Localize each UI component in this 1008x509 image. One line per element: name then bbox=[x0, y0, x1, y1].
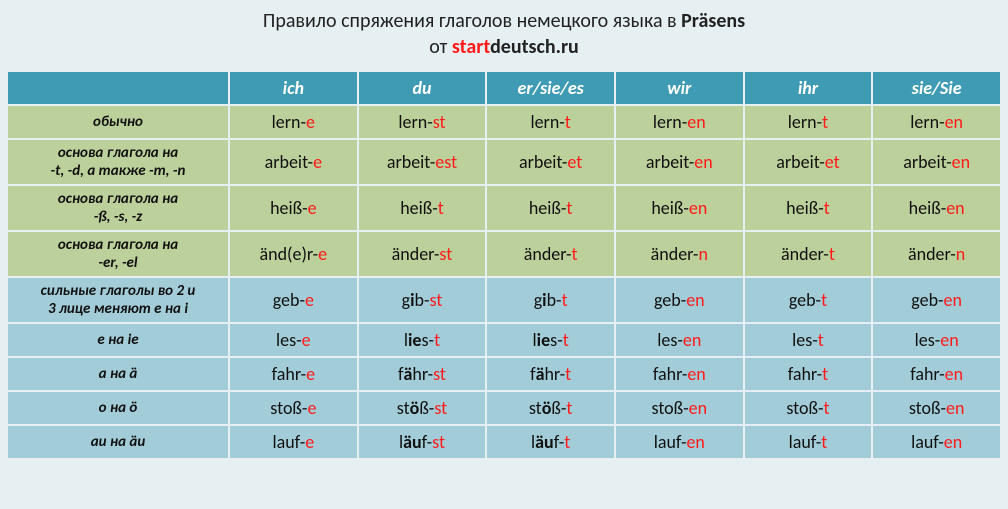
conjugation-cell: arbeit-et bbox=[487, 140, 614, 184]
row-label: сильные глаголы во 2 и3 лице меняют e на… bbox=[8, 278, 228, 322]
conjugation-cell: läuf-st bbox=[359, 426, 486, 458]
conjugation-cell: lies-t bbox=[359, 324, 486, 356]
row-label: e на ie bbox=[8, 324, 228, 356]
conjugation-cell: stöß-st bbox=[359, 392, 486, 424]
conjugation-cell: heiß-t bbox=[359, 186, 486, 230]
conjugation-cell: lern-st bbox=[359, 106, 486, 138]
conjugation-cell: lern-en bbox=[616, 106, 743, 138]
conjugation-cell: fähr-t bbox=[487, 358, 614, 390]
conjugation-cell: gib-t bbox=[487, 278, 614, 322]
conjugation-cell: lauf-en bbox=[873, 426, 1000, 458]
conjugation-cell: lern-t bbox=[745, 106, 872, 138]
header-pronoun: ihr bbox=[745, 72, 872, 104]
table-head: ichduer/sie/eswirihrsie/Sie bbox=[8, 72, 1000, 104]
conjugation-cell: lies-t bbox=[487, 324, 614, 356]
conjugation-cell: änd(e)r-e bbox=[230, 232, 357, 276]
table-row: обычноlern-elern-stlern-tlern-enlern-tle… bbox=[8, 106, 1000, 138]
table-row: a на äfahr-efähr-stfähr-tfahr-enfahr-tfa… bbox=[8, 358, 1000, 390]
header-row: ichduer/sie/eswirihrsie/Sie bbox=[8, 72, 1000, 104]
table-row: au на äulauf-eläuf-stläuf-tlauf-enlauf-t… bbox=[8, 426, 1000, 458]
conjugation-cell: arbeit-et bbox=[745, 140, 872, 184]
conjugation-cell: änder-n bbox=[616, 232, 743, 276]
conjugation-cell: heiß-en bbox=[616, 186, 743, 230]
conjugation-table: ichduer/sie/eswirihrsie/Sie обычноlern-e… bbox=[6, 70, 1002, 460]
conjugation-cell: geb-e bbox=[230, 278, 357, 322]
table-row: сильные глаголы во 2 и3 лице меняют e на… bbox=[8, 278, 1000, 322]
conjugation-cell: lauf-t bbox=[745, 426, 872, 458]
conjugation-cell: geb-en bbox=[616, 278, 743, 322]
brand-red: start bbox=[452, 35, 490, 59]
conjugation-cell: lauf-e bbox=[230, 426, 357, 458]
conjugation-cell: fahr-e bbox=[230, 358, 357, 390]
conjugation-cell: heiß-t bbox=[745, 186, 872, 230]
table-row: основа глагола на-er, -eländ(e)r-eänder-… bbox=[8, 232, 1000, 276]
conjugation-cell: les-e bbox=[230, 324, 357, 356]
conjugation-cell: geb-t bbox=[745, 278, 872, 322]
row-label: a на ä bbox=[8, 358, 228, 390]
conjugation-cell: lern-e bbox=[230, 106, 357, 138]
conjugation-cell: heiß-t bbox=[487, 186, 614, 230]
header-blank bbox=[8, 72, 228, 104]
page-container: Правило спряжения глаголов немецкого язы… bbox=[0, 0, 1008, 460]
row-label: основа глагола на-t, -d, а также -m, -n bbox=[8, 140, 228, 184]
conjugation-cell: stöß-t bbox=[487, 392, 614, 424]
header-pronoun: ich bbox=[230, 72, 357, 104]
conjugation-cell: les-en bbox=[873, 324, 1000, 356]
row-label: основа глагола на-ß, -s, -z bbox=[8, 186, 228, 230]
conjugation-cell: änder-t bbox=[745, 232, 872, 276]
row-label: обычно bbox=[8, 106, 228, 138]
conjugation-cell: fahr-t bbox=[745, 358, 872, 390]
conjugation-cell: arbeit-est bbox=[359, 140, 486, 184]
header-pronoun: sie/Sie bbox=[873, 72, 1000, 104]
conjugation-cell: heiß-en bbox=[873, 186, 1000, 230]
conjugation-cell: änder-st bbox=[359, 232, 486, 276]
conjugation-cell: arbeit-en bbox=[873, 140, 1000, 184]
conjugation-cell: fahr-en bbox=[616, 358, 743, 390]
table-body: обычноlern-elern-stlern-tlern-enlern-tle… bbox=[8, 106, 1000, 458]
title-line2-prefix: от bbox=[429, 35, 452, 59]
conjugation-cell: läuf-t bbox=[487, 426, 614, 458]
table-row: e на ieles-elies-tlies-tles-enles-tles-e… bbox=[8, 324, 1000, 356]
conjugation-cell: heiß-e bbox=[230, 186, 357, 230]
table-row: основа глагола на-ß, -s, -zheiß-eheiß-th… bbox=[8, 186, 1000, 230]
conjugation-cell: fähr-st bbox=[359, 358, 486, 390]
conjugation-cell: les-en bbox=[616, 324, 743, 356]
header-pronoun: er/sie/es bbox=[487, 72, 614, 104]
conjugation-cell: arbeit-en bbox=[616, 140, 743, 184]
conjugation-cell: lauf-en bbox=[616, 426, 743, 458]
title-line1-prefix: Правило спряжения глаголов немецкого язы… bbox=[263, 9, 681, 33]
brand-rest: deutsch.ru bbox=[490, 35, 579, 59]
conjugation-cell: änder-t bbox=[487, 232, 614, 276]
conjugation-cell: stoß-t bbox=[745, 392, 872, 424]
conjugation-cell: änder-n bbox=[873, 232, 1000, 276]
row-label: основа глагола на-er, -el bbox=[8, 232, 228, 276]
page-title: Правило спряжения глаголов немецкого язы… bbox=[6, 8, 1002, 60]
conjugation-cell: fahr-en bbox=[873, 358, 1000, 390]
header-pronoun: wir bbox=[616, 72, 743, 104]
conjugation-cell: stoß-e bbox=[230, 392, 357, 424]
conjugation-cell: lern-en bbox=[873, 106, 1000, 138]
row-label: o на ö bbox=[8, 392, 228, 424]
conjugation-cell: arbeit-e bbox=[230, 140, 357, 184]
row-label: au на äu bbox=[8, 426, 228, 458]
conjugation-cell: stoß-en bbox=[873, 392, 1000, 424]
header-pronoun: du bbox=[359, 72, 486, 104]
conjugation-cell: les-t bbox=[745, 324, 872, 356]
table-row: основа глагола на-t, -d, а также -m, -na… bbox=[8, 140, 1000, 184]
conjugation-cell: gib-st bbox=[359, 278, 486, 322]
conjugation-cell: geb-en bbox=[873, 278, 1000, 322]
title-line1-bold: Präsens bbox=[681, 9, 745, 33]
table-row: o на östoß-estöß-ststöß-tstoß-enstoß-tst… bbox=[8, 392, 1000, 424]
conjugation-cell: lern-t bbox=[487, 106, 614, 138]
conjugation-cell: stoß-en bbox=[616, 392, 743, 424]
